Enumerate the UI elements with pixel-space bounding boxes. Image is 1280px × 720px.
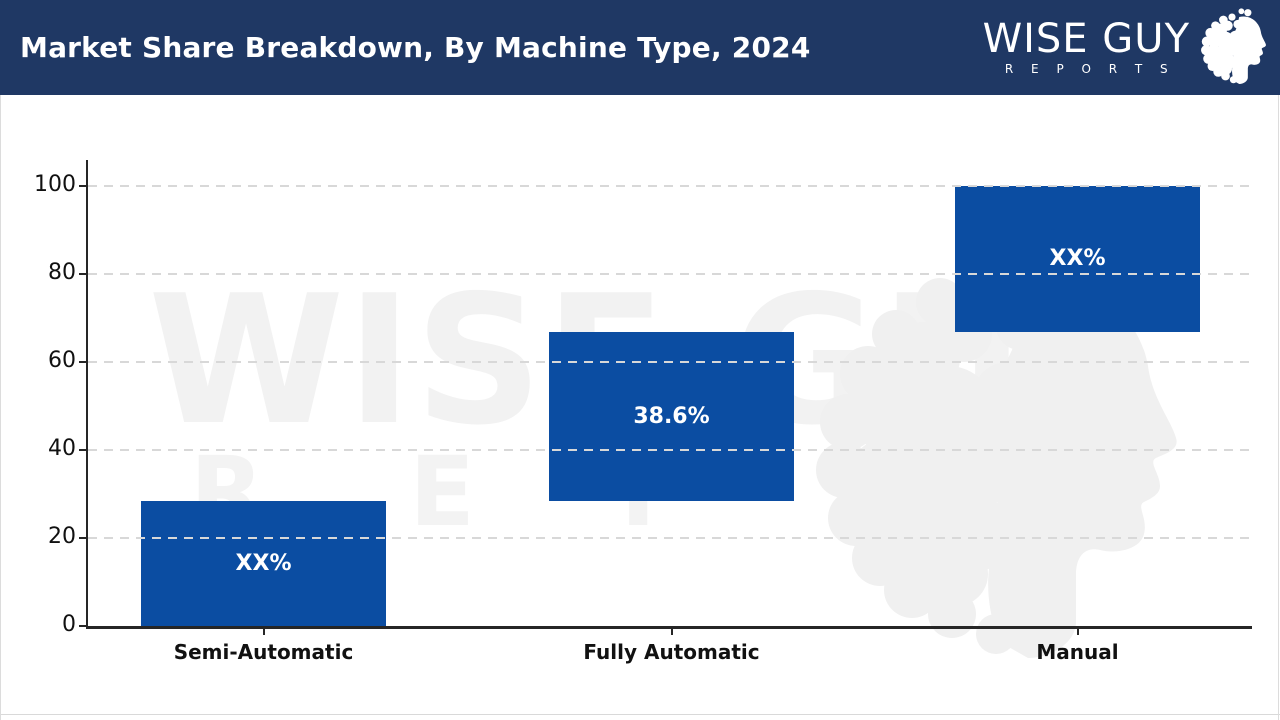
x-tick-mark	[262, 626, 265, 635]
brand-logo-text: WISE GUY R E P O R T S	[983, 19, 1190, 76]
gridline-40	[88, 449, 1252, 451]
y-tick-mark	[79, 625, 88, 627]
bar-semi-automatic: XX%	[141, 501, 386, 626]
bar-value-label: 38.6%	[633, 404, 710, 430]
y-tick-mark	[79, 537, 88, 539]
bar-value-label: XX%	[1049, 246, 1106, 272]
bar-value-label: XX%	[235, 551, 292, 577]
bar-fully-automatic: 38.6%	[549, 331, 794, 502]
brand-logo: WISE GUY R E P O R T S	[983, 0, 1268, 95]
y-tick-label: 20	[48, 524, 76, 549]
y-tick-label: 100	[34, 172, 76, 197]
page-title: Market Share Breakdown, By Machine Type,…	[20, 31, 811, 64]
y-tick-mark	[79, 449, 88, 451]
gridline-20	[88, 537, 1252, 539]
y-tick-label: 40	[48, 436, 76, 461]
figure-right-border	[1278, 95, 1279, 720]
x-tick-mark	[670, 626, 673, 635]
x-category-label: Semi-Automatic	[173, 640, 354, 664]
figure-left-border	[0, 95, 1, 720]
x-axis-spine	[86, 626, 1252, 629]
gridline-100	[88, 185, 1252, 187]
x-category-label: Manual	[1036, 640, 1119, 664]
y-tick-label: 60	[48, 348, 76, 373]
y-tick-label: 80	[48, 260, 76, 285]
gridline-80	[88, 273, 1252, 275]
y-tick-label: 0	[62, 612, 76, 637]
y-tick-mark	[79, 361, 88, 363]
gridline-60	[88, 361, 1252, 363]
x-tick-mark	[1076, 626, 1079, 635]
brand-name: WISE GUY	[982, 16, 1190, 62]
y-axis-spine	[86, 160, 88, 628]
x-category-label: Fully Automatic	[583, 640, 760, 664]
figure-bottom-border	[0, 714, 1280, 715]
y-tick-mark	[79, 185, 88, 187]
header-band: Market Share Breakdown, By Machine Type,…	[0, 0, 1280, 95]
bar-manual: XX%	[955, 186, 1200, 332]
brand-subname: R E P O R T S	[1004, 62, 1175, 76]
y-tick-mark	[79, 273, 88, 275]
dotted-head-icon	[1201, 7, 1266, 84]
